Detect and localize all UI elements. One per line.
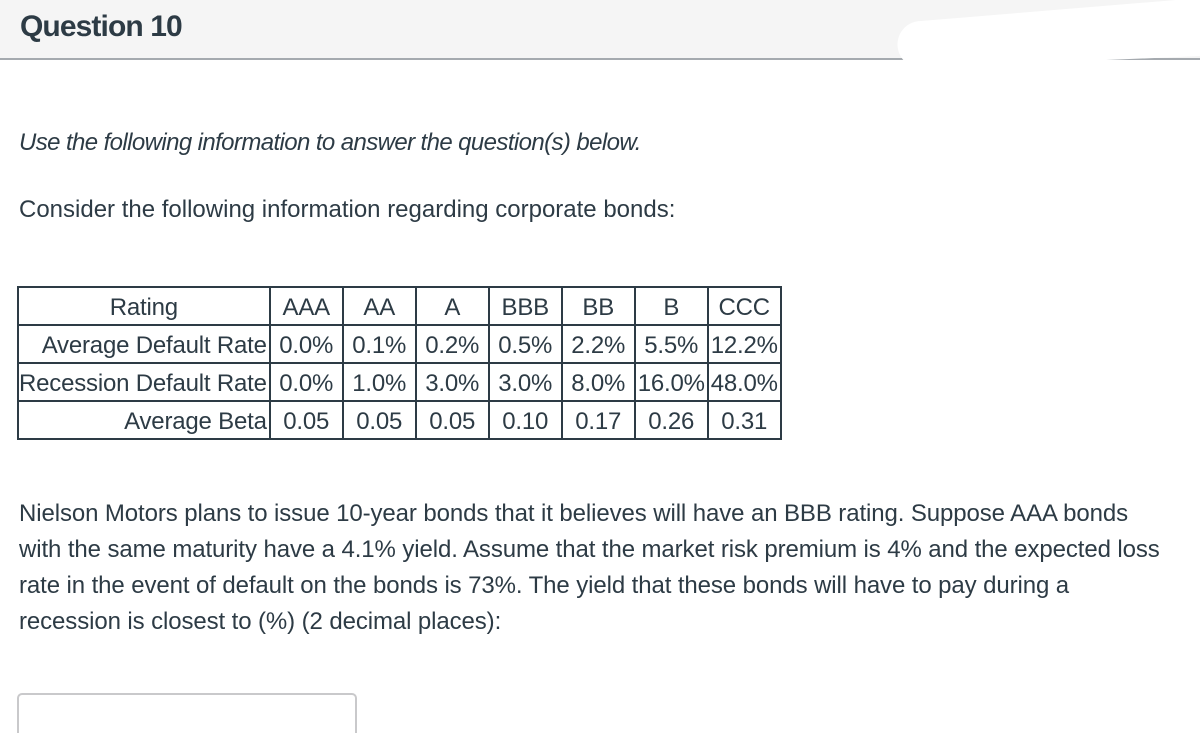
table-row: Average Default Rate 0.0% 0.1% 0.2% 0.5%… bbox=[17, 324, 782, 364]
table-cell: 0.05 bbox=[341, 400, 417, 440]
table-header-cell: AAA bbox=[268, 286, 344, 326]
table-row: Average Beta 0.05 0.05 0.05 0.10 0.17 0.… bbox=[17, 400, 782, 440]
question-text-line: Nielson Motors plans to issue 10-year bo… bbox=[19, 500, 1129, 527]
table-row-label: Average Default Rate bbox=[17, 324, 271, 364]
question-text-line: with the same maturity have a 4.1% yield… bbox=[19, 536, 1160, 563]
bonds-rating-table: Rating AAA AA A BBB BB B CCC Average Def… bbox=[17, 286, 782, 440]
table-cell: 0.17 bbox=[560, 400, 636, 440]
table-header-cell: AA bbox=[341, 286, 417, 326]
table-header-cell: A bbox=[414, 286, 490, 326]
lead-text: Consider the following information regar… bbox=[19, 196, 676, 223]
question-header: Question 10 bbox=[0, 0, 1200, 60]
instruction-text: Use the following information to answer … bbox=[19, 129, 641, 156]
table-cell: 0.26 bbox=[633, 400, 709, 440]
table-header-row: Rating AAA AA A BBB BB B CCC bbox=[17, 286, 782, 326]
table-header-cell: CCC bbox=[706, 286, 782, 326]
table-cell: 0.1% bbox=[341, 324, 417, 364]
table-cell: 8.0% bbox=[560, 362, 636, 402]
table-cell: 0.31 bbox=[706, 400, 782, 440]
table-cell: 3.0% bbox=[414, 362, 490, 402]
table-cell: 16.0% bbox=[633, 362, 709, 402]
table-row-label: Average Beta bbox=[17, 400, 271, 440]
question-text: Nielson Motors plans to issue 10-year bo… bbox=[19, 496, 1160, 640]
table-row: Recession Default Rate 0.0% 1.0% 3.0% 3.… bbox=[17, 362, 782, 402]
table-cell: 0.0% bbox=[268, 362, 344, 402]
table-cell: 1.0% bbox=[341, 362, 417, 402]
table-cell: 0.05 bbox=[414, 400, 490, 440]
table-header-cell: Rating bbox=[17, 286, 271, 326]
table-cell: 0.05 bbox=[268, 400, 344, 440]
table-header-cell: B bbox=[633, 286, 709, 326]
table-cell: 12.2% bbox=[706, 324, 782, 364]
answer-input[interactable] bbox=[17, 693, 357, 733]
table-header-cell: BB bbox=[560, 286, 636, 326]
table-cell: 48.0% bbox=[706, 362, 782, 402]
table-cell: 3.0% bbox=[487, 362, 563, 402]
question-text-line: rate in the event of default on the bond… bbox=[19, 572, 1070, 599]
table-cell: 0.2% bbox=[414, 324, 490, 364]
table-cell: 0.0% bbox=[268, 324, 344, 364]
table-cell: 0.5% bbox=[487, 324, 563, 364]
table-row-label: Recession Default Rate bbox=[17, 362, 271, 402]
table-cell: 5.5% bbox=[633, 324, 709, 364]
page-title: Question 10 bbox=[20, 10, 183, 43]
table-cell: 2.2% bbox=[560, 324, 636, 364]
question-text-line: recession is closest to (%) (2 decimal p… bbox=[19, 608, 502, 635]
table-header-cell: BBB bbox=[487, 286, 563, 326]
table-cell: 0.10 bbox=[487, 400, 563, 440]
